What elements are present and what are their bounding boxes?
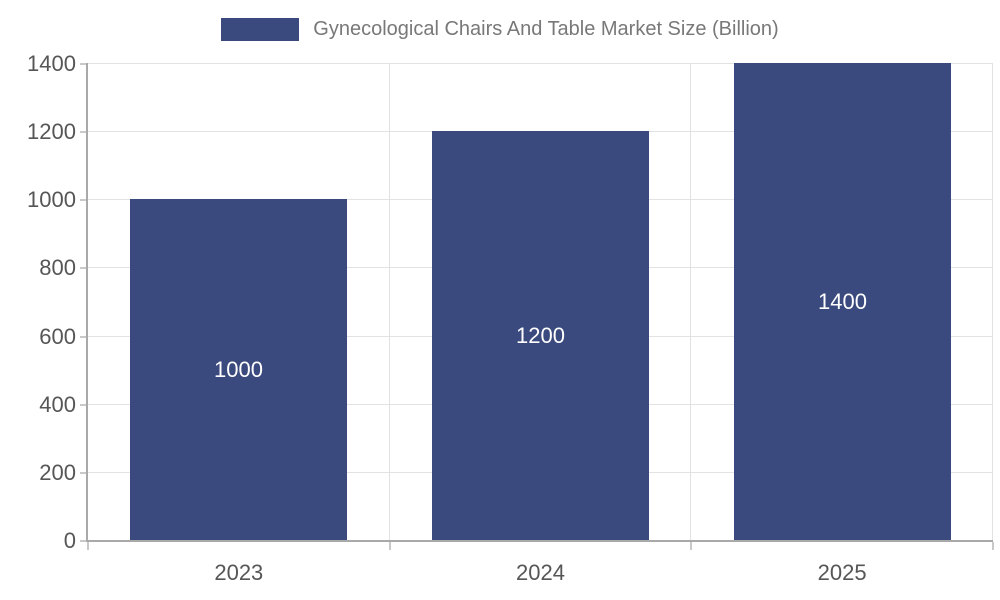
gridline-vertical bbox=[389, 63, 390, 540]
y-axis-tick bbox=[80, 199, 88, 201]
x-axis-tick bbox=[690, 542, 692, 550]
bar: 1200 bbox=[432, 131, 649, 540]
x-axis-tick bbox=[87, 542, 89, 550]
y-axis-line bbox=[86, 63, 88, 542]
x-axis-tick bbox=[992, 542, 994, 550]
y-tick-label: 800 bbox=[39, 255, 76, 281]
legend[interactable]: Gynecological Chairs And Table Market Si… bbox=[0, 18, 1000, 41]
y-axis-tick bbox=[80, 404, 88, 406]
bar-value-label: 1200 bbox=[516, 322, 565, 348]
y-tick-label: 1200 bbox=[27, 119, 76, 145]
y-axis-tick bbox=[80, 131, 88, 133]
y-tick-label: 600 bbox=[39, 323, 76, 349]
x-tick-label: 2025 bbox=[817, 560, 867, 585]
gridline-vertical bbox=[690, 63, 691, 540]
x-tick-label: 2024 bbox=[516, 560, 565, 585]
x-tick-label: 2023 bbox=[214, 560, 264, 585]
legend-label: Gynecological Chairs And Table Market Si… bbox=[313, 18, 779, 40]
y-axis-tick bbox=[80, 336, 88, 338]
x-axis-tick bbox=[389, 542, 391, 550]
bar: 1000 bbox=[130, 199, 347, 540]
y-tick-label: 400 bbox=[39, 391, 76, 417]
y-axis-tick bbox=[80, 63, 88, 65]
y-tick-label: 1400 bbox=[27, 51, 76, 76]
y-axis-tick bbox=[80, 472, 88, 474]
y-axis-tick bbox=[80, 267, 88, 269]
bar-value-label: 1000 bbox=[214, 356, 263, 382]
bar: 1400 bbox=[734, 63, 951, 540]
y-tick-label: 0 bbox=[63, 528, 76, 553]
y-tick-label: 1000 bbox=[27, 187, 76, 213]
x-axis-line bbox=[86, 540, 993, 542]
gridline-vertical bbox=[992, 63, 993, 540]
y-tick-label: 200 bbox=[39, 459, 76, 485]
y-axis-tick bbox=[80, 540, 88, 542]
gridline-horizontal bbox=[88, 63, 993, 64]
bar-value-label: 1400 bbox=[818, 288, 867, 314]
legend-swatch-icon bbox=[221, 18, 300, 41]
